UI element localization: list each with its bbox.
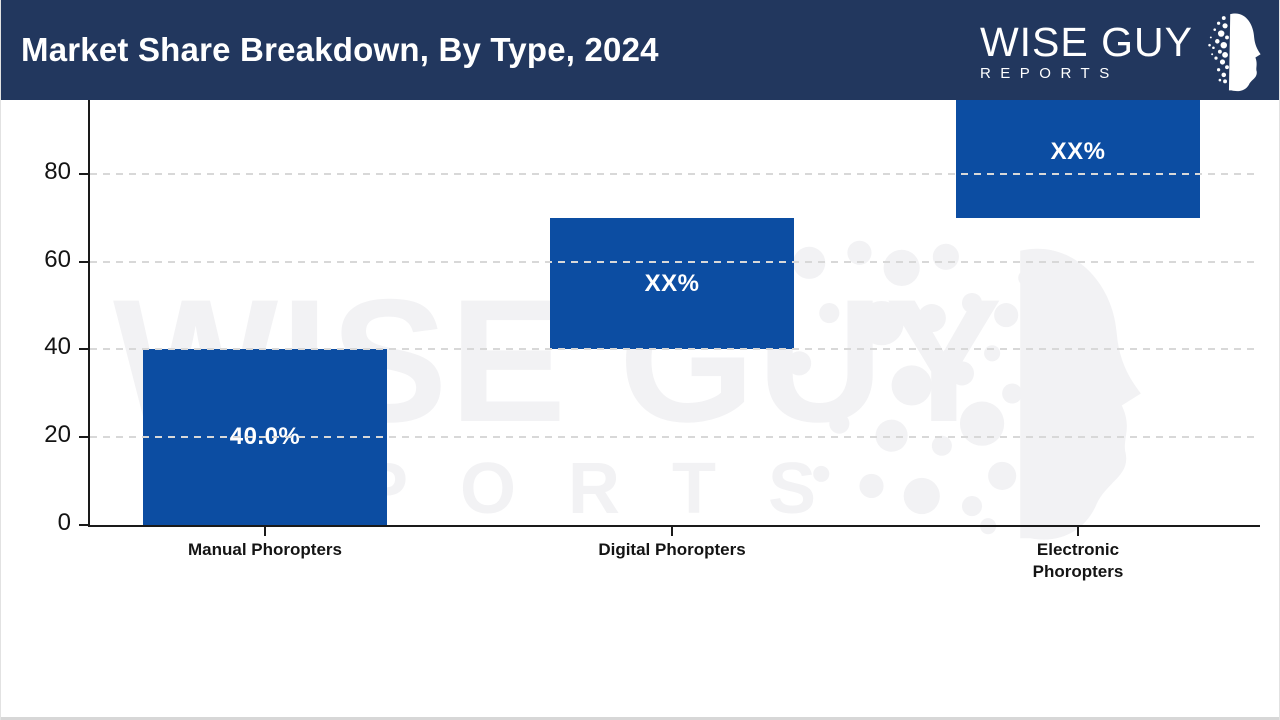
y-tick-mark-80 bbox=[79, 172, 89, 175]
y-tick-mark-0 bbox=[79, 524, 89, 526]
brand-logo-text: WISE GUY REPORTS bbox=[980, 20, 1193, 83]
y-tick-mark-60 bbox=[79, 260, 89, 263]
y-tick-label-40: 40 bbox=[44, 333, 71, 361]
gridline-40 bbox=[90, 348, 1259, 351]
brand-name: WISE GUY bbox=[979, 18, 1193, 65]
bar-value-label-3: XX% bbox=[1050, 137, 1106, 165]
x-tick-mark-1 bbox=[264, 527, 266, 536]
category-label-2: Digital Phoropters bbox=[598, 540, 746, 559]
x-axis-line bbox=[88, 525, 1260, 527]
y-tick-label-20: 20 bbox=[44, 421, 71, 449]
bar-value-label-2: XX% bbox=[644, 269, 700, 297]
gridline-80 bbox=[90, 172, 1259, 175]
bar-segment-3: XX% bbox=[956, 86, 1200, 218]
category-label-1: Manual Phoropters bbox=[188, 540, 342, 559]
y-tick-label-60: 60 bbox=[44, 245, 71, 273]
gridline-20 bbox=[90, 436, 1259, 439]
header-bar: Market Share Breakdown, By Type, 2024 WI… bbox=[1, 0, 1279, 100]
bottom-border bbox=[1, 717, 1279, 720]
y-tick-label-80: 80 bbox=[44, 157, 71, 185]
brand-logo: WISE GUY REPORTS bbox=[980, 7, 1265, 95]
face-dots-icon bbox=[1208, 13, 1261, 92]
gridline-60 bbox=[90, 260, 1259, 263]
y-axis-line bbox=[88, 63, 90, 527]
category-label-3: Electronic Phoropters bbox=[1032, 540, 1124, 581]
y-tick-label-0: 0 bbox=[57, 509, 71, 536]
chart-title: Market Share Breakdown, By Type, 2024 bbox=[21, 31, 659, 68]
y-tick-mark-20 bbox=[79, 436, 89, 439]
x-tick-mark-2 bbox=[671, 527, 673, 536]
bar-segment-2: XX% bbox=[550, 217, 794, 350]
brand-subname: REPORTS bbox=[979, 64, 1119, 82]
face-dots-watermark bbox=[787, 240, 1141, 540]
x-tick-mark-3 bbox=[1077, 527, 1079, 536]
y-tick-mark-40 bbox=[79, 348, 89, 351]
